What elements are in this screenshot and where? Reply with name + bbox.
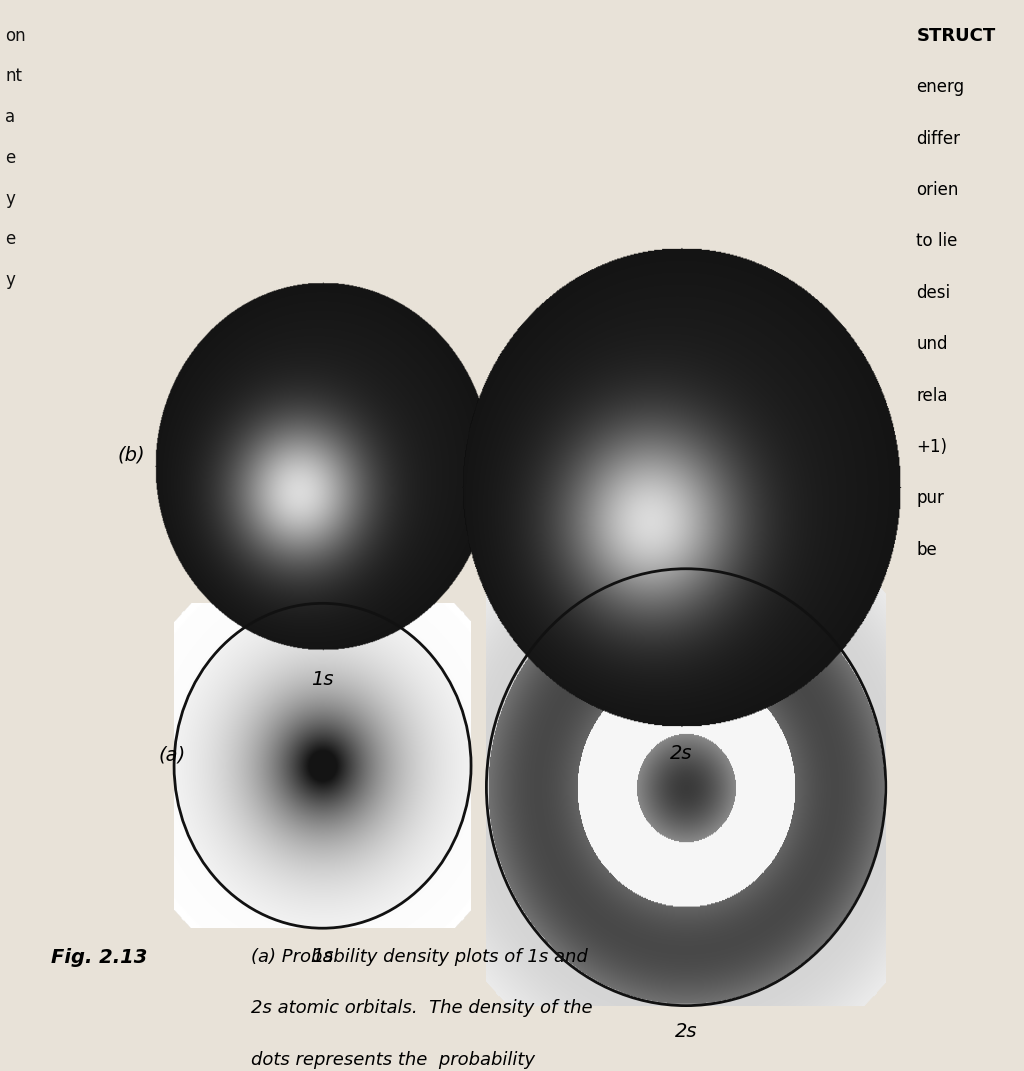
- Text: be: be: [916, 541, 937, 559]
- Text: (a) Probability density plots of 1s and: (a) Probability density plots of 1s and: [251, 948, 588, 966]
- Text: energ: energ: [916, 78, 965, 96]
- Text: 1s: 1s: [311, 948, 334, 966]
- Text: +1): +1): [916, 438, 947, 456]
- Text: to lie: to lie: [916, 232, 957, 251]
- Text: rela: rela: [916, 387, 948, 405]
- Text: y: y: [5, 190, 15, 208]
- Text: (b): (b): [118, 446, 145, 465]
- Text: y: y: [5, 271, 15, 289]
- Text: differ: differ: [916, 130, 961, 148]
- Text: e: e: [5, 149, 15, 167]
- Text: e: e: [5, 230, 15, 248]
- Text: 2s atomic orbitals.  The density of the: 2s atomic orbitals. The density of the: [251, 999, 593, 1017]
- Text: a: a: [5, 108, 15, 126]
- Text: Fig. 2.13: Fig. 2.13: [51, 948, 147, 967]
- Text: pur: pur: [916, 489, 944, 508]
- Text: 2s: 2s: [670, 744, 692, 764]
- Text: STRUCT: STRUCT: [916, 27, 995, 45]
- Text: dots represents the  probability: dots represents the probability: [251, 1051, 535, 1069]
- Text: orien: orien: [916, 181, 958, 199]
- Text: 1s: 1s: [311, 670, 334, 689]
- Text: 2s: 2s: [675, 1022, 697, 1041]
- Text: nt: nt: [5, 67, 23, 86]
- Text: desi: desi: [916, 284, 950, 302]
- Text: und: und: [916, 335, 948, 353]
- Text: (a): (a): [159, 745, 186, 765]
- Text: on: on: [5, 27, 26, 45]
